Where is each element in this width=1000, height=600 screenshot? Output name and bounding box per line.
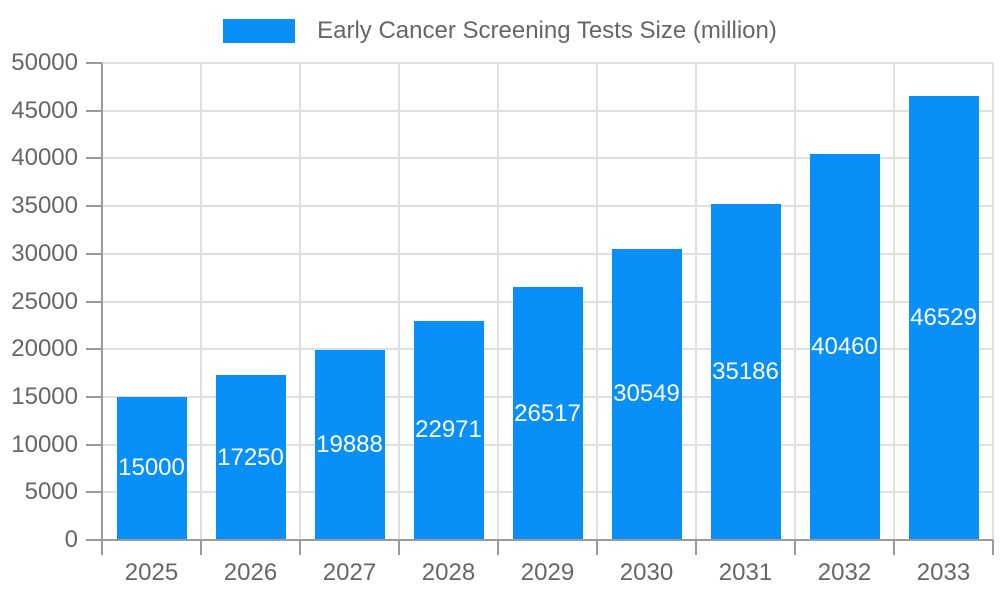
x-tick-label: 2028 [421, 559, 476, 586]
gridline-v [497, 63, 499, 540]
bar[interactable] [215, 375, 286, 540]
bar-value-label: 17250 [217, 443, 284, 471]
y-tick [86, 443, 102, 446]
x-tick [299, 540, 301, 555]
x-tick [200, 540, 202, 555]
x-tick [992, 540, 994, 555]
gridline-v [893, 63, 895, 540]
gridline-h [102, 62, 993, 64]
bar[interactable] [908, 96, 979, 540]
x-tick-label: 2025 [124, 559, 179, 586]
y-tick-label: 25000 [11, 287, 78, 315]
y-tick [86, 252, 102, 255]
bar[interactable] [413, 320, 484, 540]
legend-label: Early Cancer Screening Tests Size (milli… [317, 17, 777, 44]
x-tick-label: 2031 [718, 559, 773, 586]
y-tick [86, 157, 102, 160]
bar[interactable] [314, 350, 385, 540]
gridline-h [102, 252, 993, 255]
y-tick [86, 300, 102, 303]
bar-value-label: 46529 [910, 304, 977, 332]
bar[interactable] [809, 154, 880, 540]
gridline-v [794, 63, 796, 540]
y-tick-label: 40000 [11, 144, 78, 172]
gridline-v [398, 63, 400, 540]
x-tick-label: 2029 [520, 559, 575, 586]
bar-value-label: 19888 [316, 431, 383, 459]
gridline-v [596, 63, 598, 540]
gridline-v [992, 63, 994, 540]
y-tick-label: 50000 [11, 49, 78, 76]
x-tick [398, 540, 400, 555]
y-tick-label: 15000 [11, 382, 78, 410]
chart-legend[interactable]: Early Cancer Screening Tests Size (milli… [0, 17, 1000, 45]
x-tick-label: 2030 [619, 559, 674, 586]
y-tick [86, 109, 102, 112]
y-tick-label: 20000 [11, 335, 78, 363]
bar[interactable] [512, 287, 583, 540]
x-tick-label: 2033 [916, 559, 971, 586]
bar-value-label: 22971 [415, 416, 482, 444]
x-tick [794, 540, 796, 555]
y-axis-line [101, 63, 103, 555]
bar-value-label: 30549 [613, 380, 680, 408]
x-tick [596, 540, 598, 555]
gridline-v [695, 63, 697, 540]
x-axis-line [86, 539, 993, 541]
gridline-h [102, 109, 993, 112]
y-tick [86, 62, 102, 64]
bar-value-label: 35186 [712, 358, 779, 386]
y-tick-label: 35000 [11, 192, 78, 220]
y-tick [86, 491, 102, 494]
y-tick-label: 30000 [11, 239, 78, 267]
y-tick-label: 10000 [11, 430, 78, 458]
bar-value-label: 15000 [118, 454, 185, 482]
bar[interactable] [710, 204, 781, 540]
bar-value-label: 40460 [811, 333, 878, 360]
y-tick [86, 395, 102, 398]
y-tick-label: 5000 [24, 478, 78, 506]
bar[interactable] [611, 248, 682, 540]
gridline-v [299, 63, 301, 540]
y-tick [86, 348, 102, 351]
bar-value-label: 26517 [514, 399, 581, 427]
gridline-h [102, 205, 993, 208]
legend-swatch-icon [223, 19, 296, 43]
x-tick-label: 2026 [223, 559, 278, 586]
x-tick-label: 2027 [322, 559, 377, 586]
gridline-h [102, 157, 993, 160]
y-tick-label: 45000 [11, 96, 78, 124]
y-tick [86, 205, 102, 208]
gridline-v [200, 63, 202, 540]
x-tick [497, 540, 499, 555]
y-tick-label: 0 [64, 526, 78, 553]
x-tick-label: 2032 [817, 559, 872, 586]
x-tick [695, 540, 697, 555]
x-tick [893, 540, 895, 555]
bar[interactable] [116, 396, 187, 540]
